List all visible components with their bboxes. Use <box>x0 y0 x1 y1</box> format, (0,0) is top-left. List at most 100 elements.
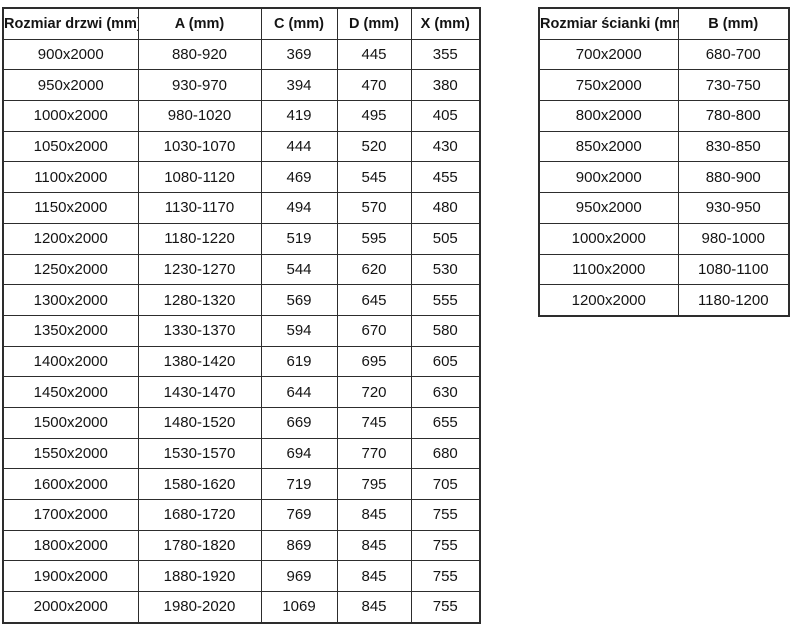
table-cell: 1230-1270 <box>137 253 262 286</box>
table-cell: 430 <box>410 130 481 163</box>
table-cell: 680-700 <box>677 38 790 71</box>
table-row: 750x2000 730-750 <box>538 69 790 102</box>
table-cell: 630 <box>410 376 481 408</box>
table-row: 1050x2000 1030-1070 444 520 430 <box>2 130 481 163</box>
table-cell: 1350x2000 <box>2 314 139 347</box>
table-cell: 444 <box>260 130 338 163</box>
table-cell: 470 <box>336 69 412 102</box>
table-row: 900x2000 880-900 <box>538 161 790 194</box>
table-cell: 750x2000 <box>538 69 679 102</box>
table-cell: 930-950 <box>677 192 790 224</box>
table-row: 1550x2000 1530-1570 694 770 680 <box>2 437 481 470</box>
table-cell: 800x2000 <box>538 100 679 132</box>
table-row: 1500x2000 1480-1520 669 745 655 <box>2 406 481 439</box>
table-row: 850x2000 830-850 <box>538 130 790 163</box>
table-cell: 950x2000 <box>538 192 679 224</box>
table-cell: 1980-2020 <box>137 591 262 624</box>
table-cell: 869 <box>260 529 338 562</box>
table-cell: 1030-1070 <box>137 130 262 163</box>
table-cell: 969 <box>260 560 338 593</box>
table-cell: 530 <box>410 253 481 286</box>
table-cell: 1450x2000 <box>2 376 139 408</box>
table-cell: 1080-1120 <box>137 161 262 194</box>
table-cell: 495 <box>336 100 412 132</box>
table-cell: 670 <box>336 314 412 347</box>
table-row: 1700x2000 1680-1720 769 845 755 <box>2 499 481 531</box>
table-cell: 1069 <box>260 591 338 624</box>
table-cell: 1880-1920 <box>137 560 262 593</box>
table-cell: 1550x2000 <box>2 437 139 470</box>
table-cell: 845 <box>336 499 412 531</box>
table-cell: 1500x2000 <box>2 406 139 439</box>
table-cell: 369 <box>260 38 338 71</box>
table-row: 1200x2000 1180-1200 <box>538 284 790 317</box>
table-cell: 1330-1370 <box>137 314 262 347</box>
table-cell: 2000x2000 <box>2 591 139 624</box>
table-cell: 1180-1200 <box>677 284 790 317</box>
wall-sizes-table: Rozmiar ścianki (mm) B (mm) 700x2000 680-7… <box>538 7 790 317</box>
table-cell: 1480-1520 <box>137 406 262 439</box>
table-row: 1400x2000 1380-1420 619 695 605 <box>2 345 481 378</box>
table-row: 1350x2000 1330-1370 594 670 580 <box>2 314 481 347</box>
table-cell: 505 <box>410 222 481 255</box>
table-cell: 880-900 <box>677 161 790 194</box>
table-cell: 555 <box>410 284 481 316</box>
table-cell: 594 <box>260 314 338 347</box>
column-header: B (mm) <box>677 7 790 40</box>
table-cell: 1250x2000 <box>2 253 139 286</box>
table-cell: 1100x2000 <box>2 161 139 194</box>
table-cell: 394 <box>260 69 338 102</box>
table-cell: 1100x2000 <box>538 253 679 286</box>
table-cell: 900x2000 <box>2 38 139 71</box>
table-cell: 544 <box>260 253 338 286</box>
table-cell: 1580-1620 <box>137 468 262 500</box>
table-cell: 655 <box>410 406 481 439</box>
table-cell: 480 <box>410 192 481 224</box>
column-header: Rozmiar drzwi (mm) <box>2 7 139 40</box>
wall-sizes-header-row: Rozmiar ścianki (mm) B (mm) <box>538 7 790 40</box>
table-row: 1800x2000 1780-1820 869 845 755 <box>2 529 481 562</box>
table-cell: 830-850 <box>677 130 790 163</box>
table-cell: 569 <box>260 284 338 316</box>
table-cell: 1530-1570 <box>137 437 262 470</box>
table-cell: 695 <box>336 345 412 378</box>
table-row: 1600x2000 1580-1620 719 795 705 <box>2 468 481 500</box>
table-cell: 719 <box>260 468 338 500</box>
table-cell: 1280-1320 <box>137 284 262 316</box>
table-cell: 680 <box>410 437 481 470</box>
table-row: 700x2000 680-700 <box>538 38 790 71</box>
column-header: Rozmiar ścianki (mm) <box>538 7 679 40</box>
table-row: 2000x2000 1980-2020 1069 845 755 <box>2 591 481 624</box>
table-row: 1100x2000 1080-1100 <box>538 253 790 286</box>
table-cell: 1800x2000 <box>2 529 139 562</box>
table-cell: 455 <box>410 161 481 194</box>
table-cell: 1050x2000 <box>2 130 139 163</box>
table-row: 1250x2000 1230-1270 544 620 530 <box>2 253 481 286</box>
table-cell: 1780-1820 <box>137 529 262 562</box>
table-cell: 845 <box>336 529 412 562</box>
table-cell: 519 <box>260 222 338 255</box>
table-cell: 900x2000 <box>538 161 679 194</box>
table-cell: 1200x2000 <box>538 284 679 317</box>
table-cell: 1130-1170 <box>137 192 262 224</box>
table-cell: 845 <box>336 591 412 624</box>
table-cell: 980-1020 <box>137 100 262 132</box>
table-cell: 694 <box>260 437 338 470</box>
table-cell: 950x2000 <box>2 69 139 102</box>
table-row: 1150x2000 1130-1170 494 570 480 <box>2 192 481 224</box>
table-cell: 405 <box>410 100 481 132</box>
table-cell: 469 <box>260 161 338 194</box>
table-cell: 355 <box>410 38 481 71</box>
door-sizes-table-body: 900x2000 880-920 369 445 355 950x2000 930-970 3… <box>2 38 481 624</box>
table-cell: 605 <box>410 345 481 378</box>
table-cell: 1300x2000 <box>2 284 139 316</box>
table-row: 950x2000 930-970 394 470 380 <box>2 69 481 102</box>
table-cell: 730-750 <box>677 69 790 102</box>
table-cell: 580 <box>410 314 481 347</box>
column-header: X (mm) <box>410 7 481 40</box>
table-cell: 1180-1220 <box>137 222 262 255</box>
table-cell: 645 <box>336 284 412 316</box>
column-header: D (mm) <box>336 7 412 40</box>
table-cell: 705 <box>410 468 481 500</box>
wall-sizes-table-body: 700x2000 680-700 750x2000 730-750 800x2000 78… <box>538 38 790 317</box>
